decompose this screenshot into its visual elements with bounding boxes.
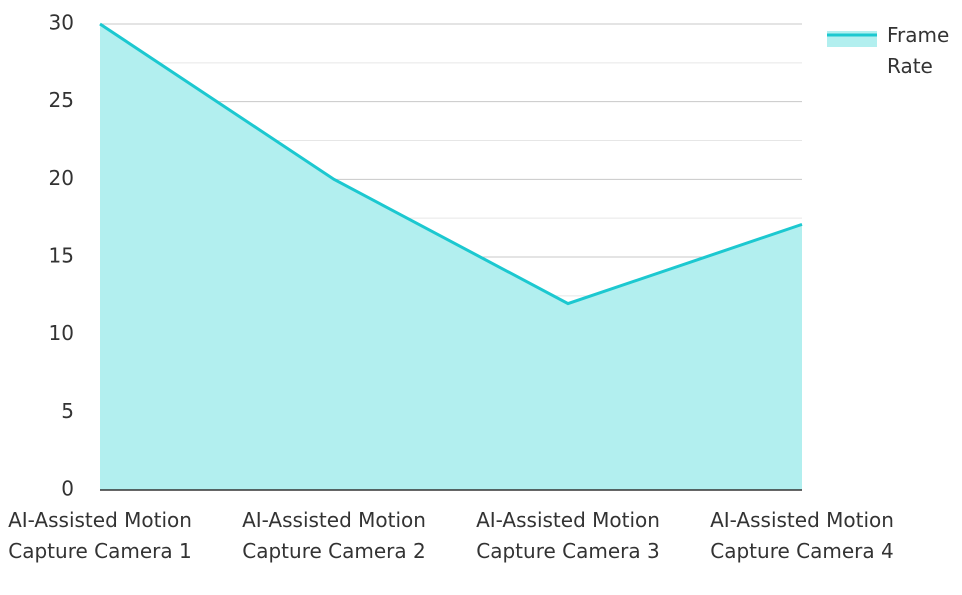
x-tick-label: AI-Assisted Motion Capture Camera 4: [710, 508, 894, 563]
line: [99, 22, 803, 306]
y-tick-label: 30: [49, 11, 74, 35]
y-tick-label: 20: [49, 166, 74, 190]
y-tick-label: 25: [49, 88, 74, 112]
x-tick-label: AI-Assisted Motion Capture Camera 3: [476, 508, 660, 563]
x-tick-label: AI-Assisted Motion Capture Camera 2: [242, 508, 426, 563]
x-tick-label: AI-Assisted Motion Capture Camera 1: [8, 508, 192, 563]
legend-swatch: [827, 31, 877, 47]
y-tick-label: 10: [49, 321, 74, 345]
y-tick-label: 0: [61, 477, 74, 501]
legend-label: Frame Rate: [887, 23, 950, 78]
y-tick-label: 5: [61, 399, 74, 423]
y-tick-label: 15: [49, 244, 74, 268]
